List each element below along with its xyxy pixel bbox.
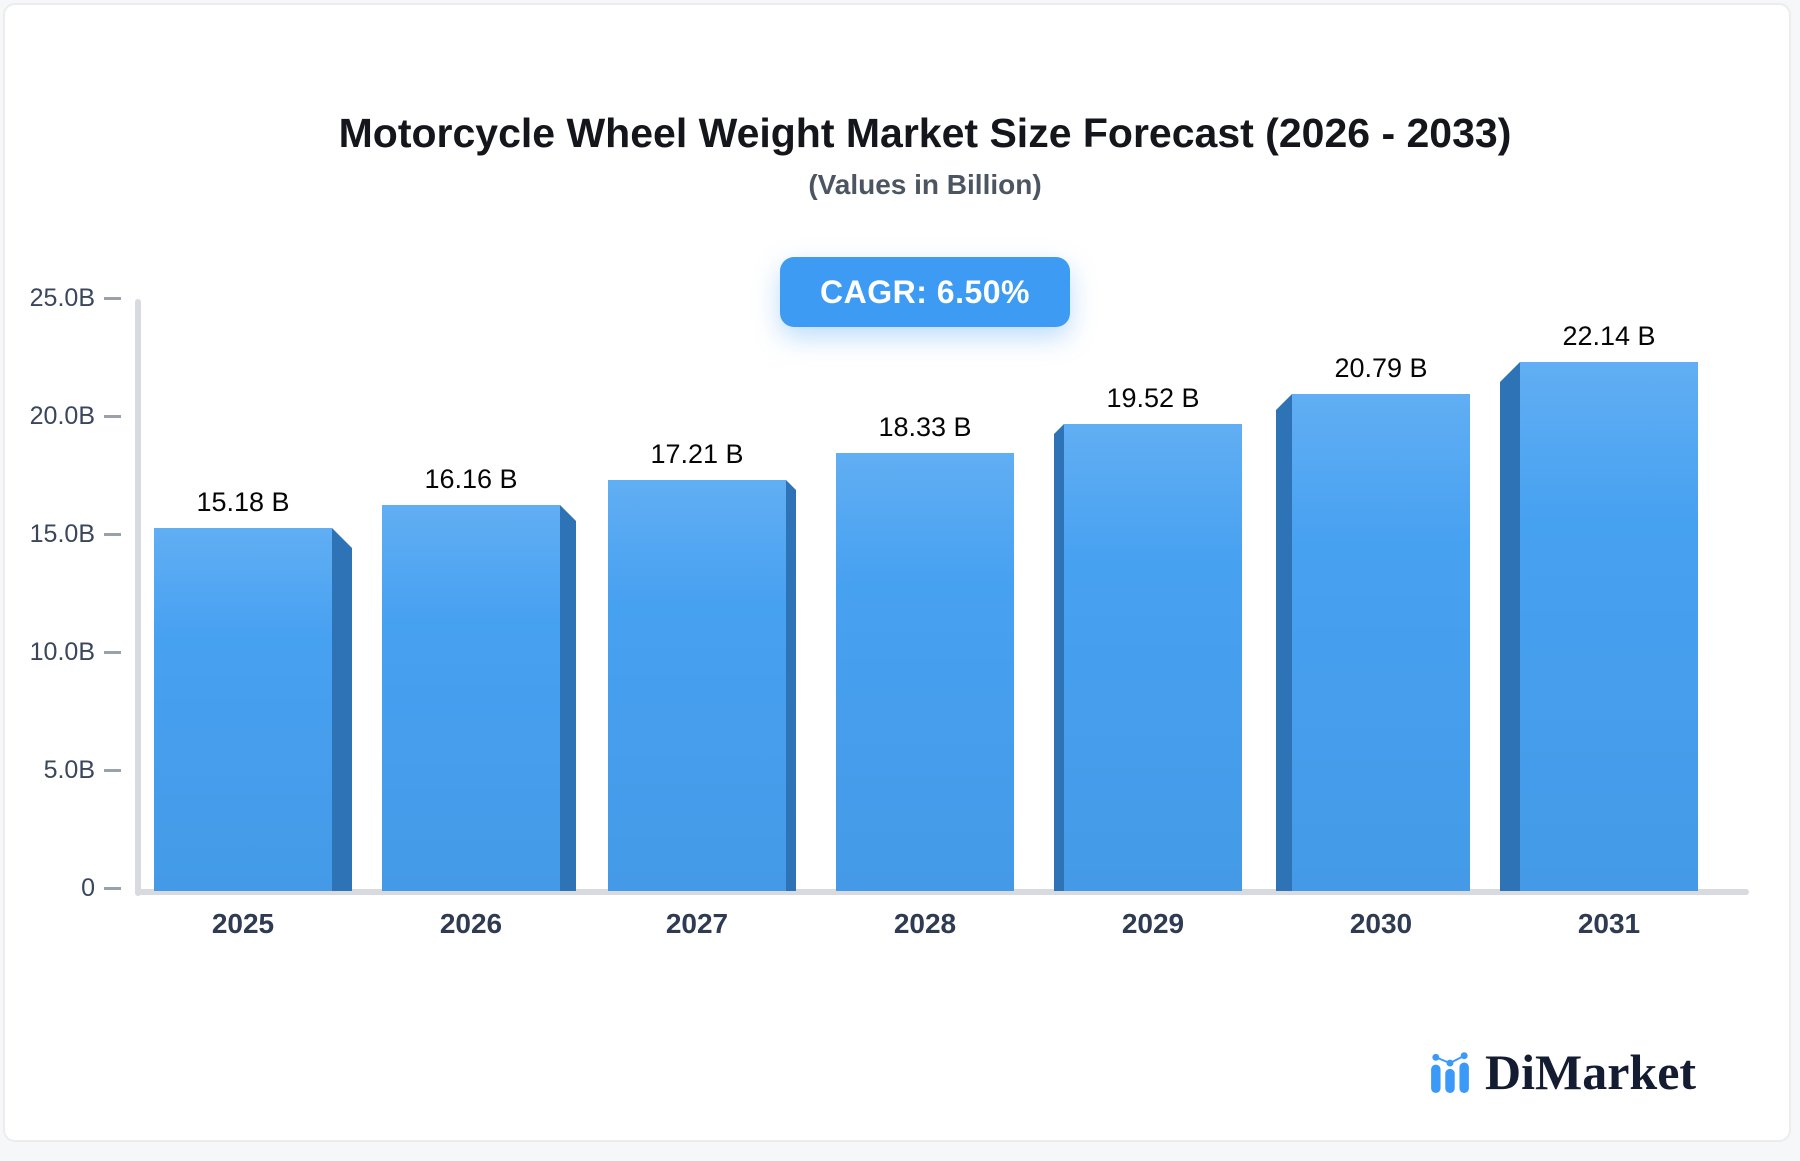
bar-side-face xyxy=(1054,424,1064,891)
cagr-badge: CAGR: 6.50% xyxy=(780,257,1070,327)
bar xyxy=(1520,362,1698,891)
bar xyxy=(1292,394,1470,891)
x-axis-label: 2029 xyxy=(1121,908,1185,939)
x-axis-label: 2027 xyxy=(665,908,729,939)
bar xyxy=(154,528,332,891)
y-axis-tick xyxy=(104,769,121,772)
bar-value-label: 17.21 B xyxy=(650,439,744,469)
y-axis-tick xyxy=(104,415,121,418)
y-axis-label: 15.0B xyxy=(29,520,95,548)
y-axis-tick xyxy=(104,297,121,300)
bar-value-label: 22.14 B xyxy=(1562,321,1656,351)
y-axis-label: 25.0B xyxy=(29,284,95,312)
bar xyxy=(608,480,786,891)
bar-value-label: 20.79 B xyxy=(1334,353,1428,383)
y-axis-label: 0 xyxy=(81,874,95,902)
bar-value-label: 19.52 B xyxy=(1106,383,1200,413)
bar-value-label: 16.16 B xyxy=(424,464,518,494)
y-axis-label: 20.0B xyxy=(29,402,95,430)
bar-value-label: 15.18 B xyxy=(196,487,290,517)
bar-side-face xyxy=(560,505,576,891)
chart-card: Motorcycle Wheel Weight Market Size Fore… xyxy=(3,3,1791,1142)
bar-side-face xyxy=(1500,362,1520,891)
bar xyxy=(1064,424,1242,891)
x-axis-label: 2030 xyxy=(1349,908,1413,939)
x-axis-label: 2031 xyxy=(1577,908,1641,939)
x-axis-label: 2028 xyxy=(893,908,957,939)
bar-side-face xyxy=(786,480,796,891)
chart-title: Motorcycle Wheel Weight Market Size Fore… xyxy=(338,110,1512,156)
y-axis-line xyxy=(135,299,141,896)
y-axis-tick xyxy=(104,651,121,654)
bar-value-label: 18.33 B xyxy=(878,412,972,442)
bar xyxy=(836,453,1014,891)
brand-logo: DiMarket xyxy=(1429,1045,1696,1099)
y-axis-tick xyxy=(104,887,121,890)
x-axis-line xyxy=(135,889,1749,895)
y-axis-label: 10.0B xyxy=(29,638,95,666)
bar xyxy=(382,505,560,891)
y-axis-label: 5.0B xyxy=(43,756,95,784)
chart-subtitle: (Values in Billion) xyxy=(808,169,1042,200)
bar-side-face xyxy=(1276,394,1292,891)
y-axis-tick xyxy=(104,533,121,536)
plot-area: 0 5.0B 10.0B 15.0B 20.0B 25.0B 15.18 B 2025 16.1… xyxy=(5,5,1800,1161)
cagr-badge-row: CAGR: 6.50% xyxy=(5,257,1800,327)
x-axis-label: 2026 xyxy=(439,908,503,939)
logo-text: DiMarket xyxy=(1485,1044,1697,1100)
bar-side-face xyxy=(332,528,352,891)
x-axis-label: 2025 xyxy=(211,908,275,939)
logo-mini-bar-chart-icon xyxy=(1431,1052,1469,1093)
